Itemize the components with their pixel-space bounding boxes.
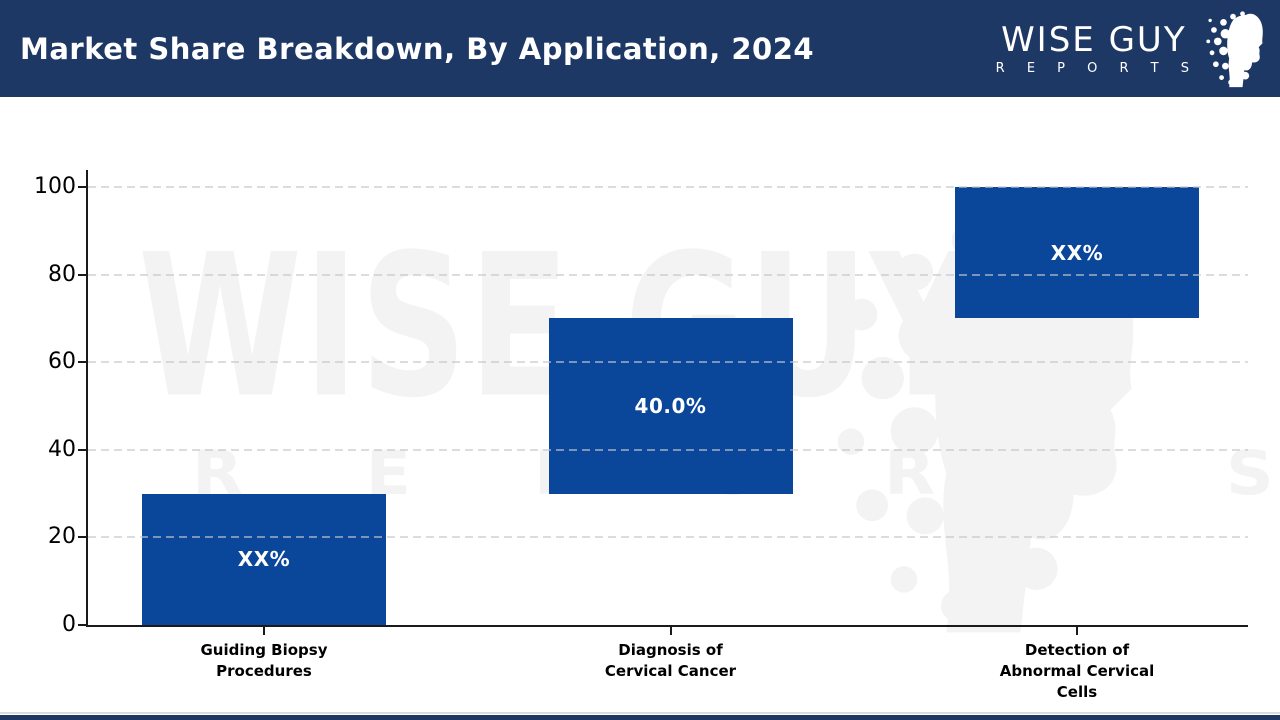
- y-tick-mark: [78, 624, 86, 626]
- footer-bar: [0, 715, 1280, 720]
- y-tick-label: 100: [34, 174, 76, 199]
- y-gridline: [88, 273, 1248, 276]
- x-tick-mark: [263, 627, 265, 635]
- bar-value-label: XX%: [237, 547, 291, 572]
- y-tick-label: 60: [48, 349, 76, 375]
- x-category-label: Detection of Abnormal Cervical Cells: [999, 641, 1155, 701]
- y-gridline: [88, 536, 1248, 539]
- y-tick-label: 0: [62, 612, 76, 637]
- y-tick-mark: [78, 536, 86, 539]
- bar-value-label: 40.0%: [634, 393, 707, 418]
- page-title: Market Share Breakdown, By Application, …: [20, 31, 815, 66]
- y-tick-label: 20: [48, 524, 76, 550]
- y-gridline: [88, 361, 1248, 364]
- logo-name: WISE GUY: [1001, 20, 1187, 60]
- header-bar: Market Share Breakdown, By Application, …: [0, 0, 1280, 97]
- y-gridline: [88, 448, 1248, 451]
- bar-segment: XX%: [955, 187, 1199, 319]
- y-tick-mark: [78, 186, 86, 188]
- bar-segment: XX%: [142, 493, 386, 625]
- wise-guy-reports-logo: WISE GUY R E P O R T S: [990, 8, 1264, 90]
- x-tick-mark: [1076, 627, 1078, 635]
- y-tick-mark: [78, 361, 86, 364]
- y-tick-label: 40: [48, 436, 76, 462]
- logo-face-icon: [1206, 11, 1263, 88]
- x-axis-line: [86, 625, 1248, 627]
- y-gridline: [88, 186, 1248, 188]
- y-axis-line: [86, 170, 88, 627]
- x-category-label: Diagnosis of Cervical Cancer: [604, 641, 737, 680]
- y-tick-mark: [78, 448, 86, 451]
- bar-segment: 40.0%: [548, 318, 793, 494]
- footer-divider: [0, 712, 1280, 714]
- bar-value-label: XX%: [1050, 240, 1104, 265]
- y-tick-mark: [78, 273, 86, 276]
- x-category-label: Guiding Biopsy Procedures: [200, 641, 328, 680]
- y-tick-label: 80: [48, 261, 76, 287]
- x-tick-mark: [669, 627, 672, 635]
- logo-tagline: R E P O R T S: [995, 61, 1198, 76]
